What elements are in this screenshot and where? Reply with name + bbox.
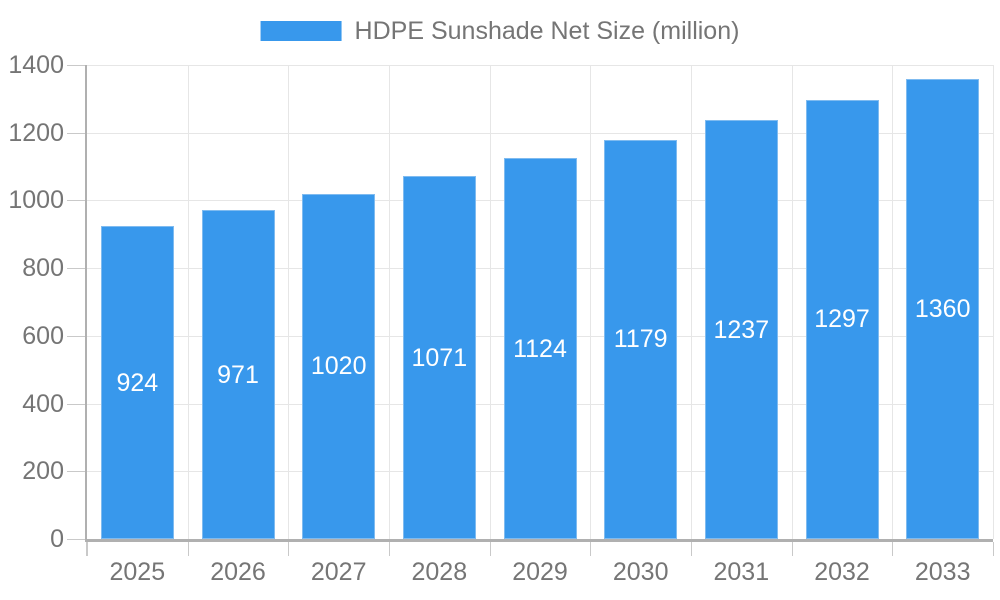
bar-value-label: 924 <box>116 368 159 397</box>
h-gridline <box>87 132 993 134</box>
bar-value-label: 1020 <box>310 352 367 381</box>
bar[interactable] <box>201 210 275 539</box>
h-gridline <box>87 65 993 66</box>
x-axis-line <box>85 539 993 542</box>
legend-swatch-icon <box>260 21 342 41</box>
bar[interactable] <box>704 120 778 539</box>
y-axis-tick-label: 1400 <box>8 51 64 79</box>
y-axis-tick-label: 600 <box>22 321 64 350</box>
y-axis-tick <box>67 335 87 337</box>
x-axis-category-label: 2031 <box>713 558 770 586</box>
v-gridline <box>691 65 692 539</box>
y-axis-tick-label: 200 <box>22 457 64 486</box>
y-axis-tick <box>67 132 87 134</box>
x-axis-tick <box>489 542 491 556</box>
bar[interactable] <box>604 139 678 539</box>
y-axis-tick-label: 800 <box>22 254 64 283</box>
bar-value-label: 1360 <box>914 294 971 323</box>
bar[interactable] <box>503 158 577 539</box>
y-axis-line <box>85 65 87 542</box>
bar[interactable] <box>805 99 879 539</box>
legend-item[interactable]: HDPE Sunshade Net Size (million) <box>260 16 740 46</box>
x-axis-category-label: 2027 <box>310 558 367 586</box>
bar[interactable] <box>302 193 376 539</box>
y-axis-tick <box>67 268 87 270</box>
bar-value-label: 1124 <box>513 334 567 363</box>
x-axis-category-label: 2025 <box>109 558 166 586</box>
x-axis-category-label: 2033 <box>914 558 971 586</box>
bar-value-label: 971 <box>217 360 259 389</box>
bar-value-label: 1237 <box>713 315 770 344</box>
x-axis-tick <box>993 542 994 556</box>
x-axis-tick <box>389 542 390 556</box>
x-axis-tick <box>187 542 189 556</box>
x-axis-category-label: 2029 <box>512 558 568 586</box>
bar-value-label: 1179 <box>613 325 668 354</box>
v-gridline <box>187 65 189 539</box>
y-axis-tick <box>67 471 87 473</box>
bar-value-label: 1071 <box>411 343 468 372</box>
x-axis-tick <box>691 542 692 556</box>
y-axis-tick-label: 1000 <box>8 186 64 215</box>
y-axis-tick <box>67 200 87 202</box>
y-axis-tick-label: 0 <box>50 525 64 553</box>
x-axis-category-label: 2030 <box>612 558 669 586</box>
x-axis-tick <box>892 542 894 556</box>
legend-label: HDPE Sunshade Net Size (million) <box>354 16 740 45</box>
x-axis-category-label: 2032 <box>814 558 870 586</box>
x-axis-tick <box>791 542 793 556</box>
x-axis-tick <box>288 542 290 556</box>
x-axis-tick <box>86 542 88 556</box>
y-axis-tick <box>67 403 87 405</box>
y-axis-tick-label: 400 <box>22 389 64 418</box>
y-axis-tick-label: 1200 <box>8 118 64 147</box>
v-gridline <box>489 65 491 539</box>
v-gridline <box>892 65 894 539</box>
x-axis-category-label: 2026 <box>210 558 266 586</box>
x-axis-category-label: 2028 <box>411 558 468 586</box>
bar-value-label: 1297 <box>814 305 870 334</box>
v-gridline <box>288 65 290 539</box>
bar[interactable] <box>906 78 980 539</box>
x-axis-tick <box>590 542 592 556</box>
v-gridline <box>389 65 390 539</box>
bar[interactable] <box>402 176 476 539</box>
y-axis-tick <box>67 539 87 540</box>
v-gridline <box>791 65 793 539</box>
bar[interactable] <box>100 226 174 539</box>
y-axis-tick <box>67 65 87 66</box>
v-gridline <box>590 65 592 539</box>
v-gridline <box>993 65 994 539</box>
